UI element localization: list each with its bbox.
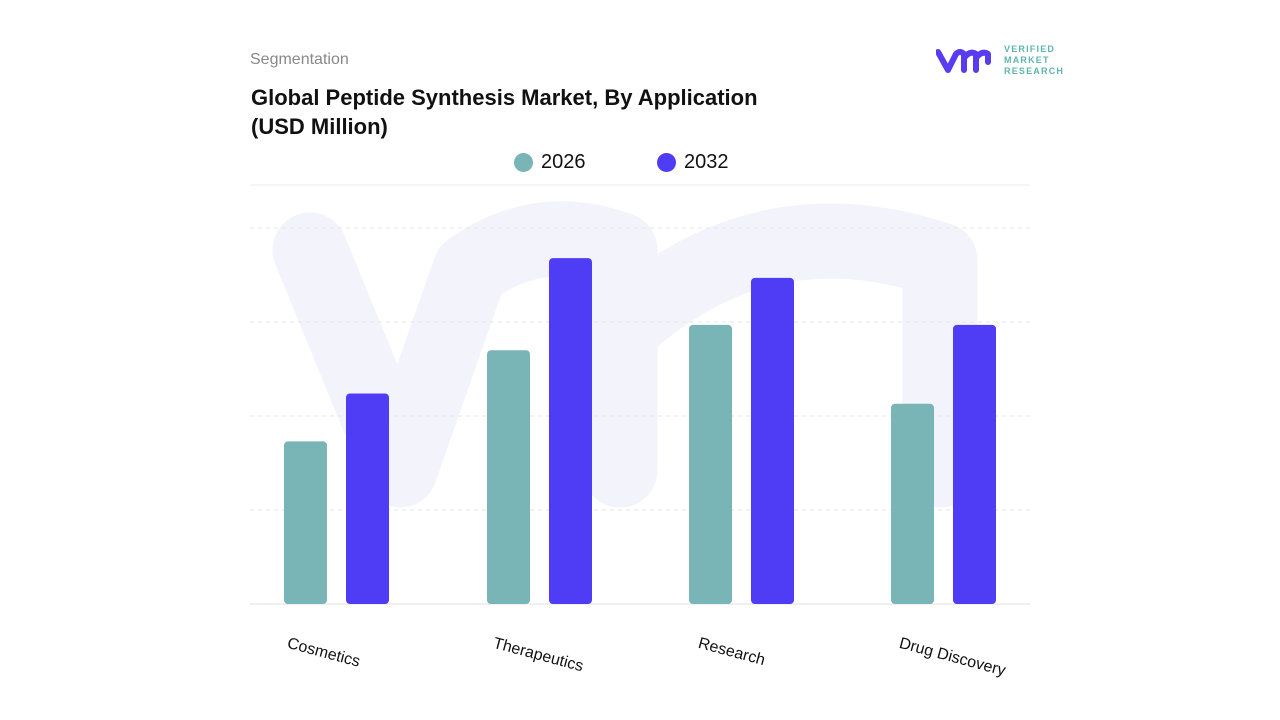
legend-label-2032: 2032	[684, 151, 729, 173]
legend-dot-2032	[657, 152, 676, 172]
logo: VERIFIED MARKET RESEARCH	[936, 44, 1064, 77]
bar-cosmetics-2032	[346, 393, 389, 604]
vmr-logo-icon	[936, 48, 991, 73]
title-line-2: (USD Million)	[251, 114, 388, 139]
bar-drug-discovery-2026	[891, 403, 934, 604]
legend-dot-2026	[514, 152, 533, 172]
legend-label-2026: 2026	[541, 151, 586, 173]
bar-therapeutics-2026	[487, 350, 530, 604]
legend-item-2026: 2026	[514, 150, 586, 174]
bar-research-2026	[689, 324, 732, 604]
title-line-1: Global Peptide Synthesis Market, By Appl…	[251, 85, 758, 110]
bar-therapeutics-2032	[549, 258, 592, 604]
chart-title: Global Peptide Synthesis Market, By Appl…	[251, 83, 851, 141]
bar-drug-discovery-2032	[953, 324, 996, 604]
bar-research-2032	[751, 277, 794, 604]
bar-cosmetics-2026	[284, 441, 327, 604]
watermark	[272, 201, 978, 508]
legend-item-2032: 2032	[657, 150, 729, 174]
logo-text-3: RESEARCH	[1004, 66, 1065, 76]
section-label: Segmentation	[250, 51, 349, 68]
logo-text-2: MARKET	[1004, 55, 1050, 65]
logo-text-1: VERIFIED	[1004, 44, 1056, 54]
